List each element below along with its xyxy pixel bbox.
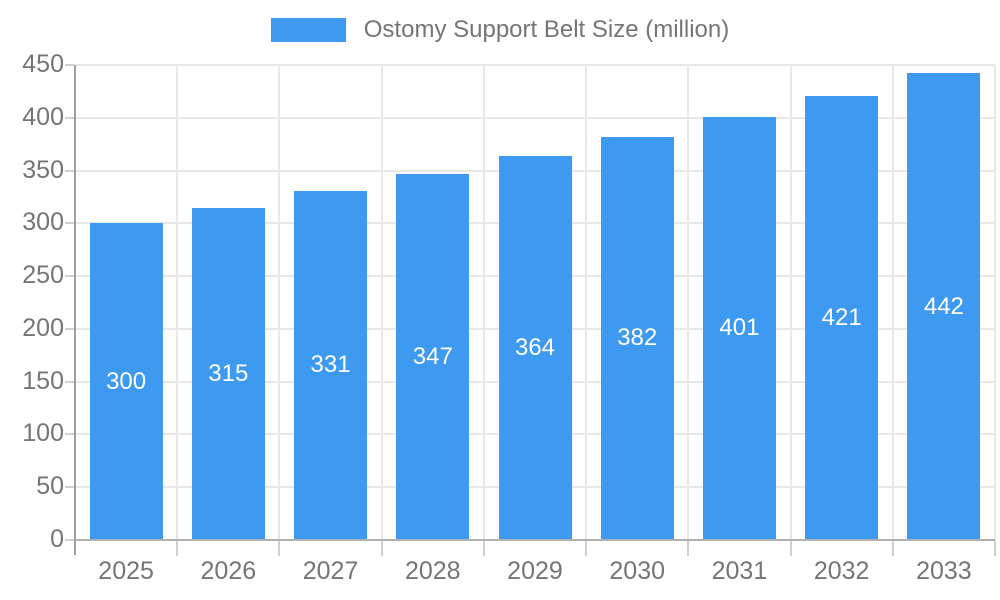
bar[interactable] [294, 190, 368, 540]
x-axis-label: 2027 [302, 557, 359, 585]
bar-value-label: 401 [719, 314, 760, 342]
y-axis-tick [65, 380, 74, 383]
y-axis-tick [65, 64, 74, 66]
x-axis-label: 2032 [813, 557, 870, 585]
y-axis-tick [65, 169, 74, 172]
x-axis-tick [482, 541, 485, 556]
y-axis-line [74, 65, 76, 555]
y-axis-label: 250 [22, 261, 64, 290]
h-gridline [75, 64, 995, 66]
y-axis-tick [65, 222, 74, 225]
y-axis-tick [65, 116, 74, 119]
y-axis-label: 200 [22, 313, 64, 342]
x-axis-label: 2033 [916, 557, 972, 585]
x-axis-label: 2029 [507, 557, 563, 585]
y-axis-label: 50 [36, 472, 64, 501]
bar[interactable] [498, 155, 572, 540]
x-axis-tick [278, 541, 281, 556]
v-gridline [891, 65, 894, 540]
bar-value-label: 315 [208, 359, 249, 387]
legend-color-swatch [270, 18, 346, 42]
v-gridline [176, 65, 179, 540]
v-gridline [994, 65, 996, 540]
legend-label: Ostomy Support Belt Size (million) [363, 16, 730, 43]
y-axis-tick [65, 327, 74, 330]
y-axis-tick [65, 539, 74, 541]
x-axis-label: 2028 [404, 557, 461, 585]
x-axis-tick [789, 541, 792, 556]
y-axis-label: 300 [22, 208, 64, 237]
bar[interactable] [805, 95, 879, 540]
y-axis-tick [65, 433, 74, 436]
y-axis-label: 350 [22, 155, 64, 184]
plot-area: 300 315 331 347 364 382 401 421 442 [75, 64, 996, 540]
bar[interactable] [600, 136, 674, 540]
bar[interactable] [702, 116, 776, 540]
bar-value-label: 382 [617, 324, 658, 352]
legend-item[interactable]: Ostomy Support Belt Size (million) [270, 16, 730, 44]
v-gridline [380, 65, 383, 540]
y-axis-label: 0 [50, 525, 64, 553]
y-axis-tick [65, 275, 74, 278]
x-axis-label: 2025 [98, 557, 154, 585]
legend: Ostomy Support Belt Size (million) [0, 16, 1000, 44]
y-axis-label: 100 [22, 419, 64, 448]
x-axis-label: 2031 [711, 557, 768, 585]
v-gridline [789, 65, 792, 540]
x-axis-tick [585, 541, 588, 556]
bar-value-label: 300 [106, 367, 147, 395]
x-axis-tick [176, 541, 179, 556]
v-gridline [482, 65, 485, 540]
v-gridline [687, 65, 690, 540]
bar-value-label: 364 [514, 333, 556, 361]
h-gridline [75, 116, 995, 119]
x-axis-tick [380, 541, 383, 556]
v-gridline [278, 65, 281, 540]
bar-value-label: 347 [412, 342, 453, 370]
bar[interactable] [396, 173, 470, 540]
bar-value-label: 421 [821, 303, 862, 331]
bar-value-label: 331 [310, 351, 351, 379]
x-axis-tick [687, 541, 690, 556]
bar[interactable] [907, 73, 981, 540]
bar[interactable] [89, 223, 163, 540]
x-axis-tick [994, 541, 996, 556]
x-axis-label: 2030 [609, 557, 666, 585]
y-axis-tick [65, 486, 74, 489]
x-axis-tick [891, 541, 894, 556]
bar[interactable] [191, 207, 265, 540]
y-axis-label: 150 [22, 366, 64, 395]
y-axis-label: 450 [22, 50, 64, 78]
bar-value-label: 442 [923, 292, 964, 320]
x-axis-line [75, 539, 995, 541]
y-axis-label: 400 [22, 102, 64, 131]
x-axis-label: 2026 [200, 557, 257, 585]
v-gridline [585, 65, 588, 540]
